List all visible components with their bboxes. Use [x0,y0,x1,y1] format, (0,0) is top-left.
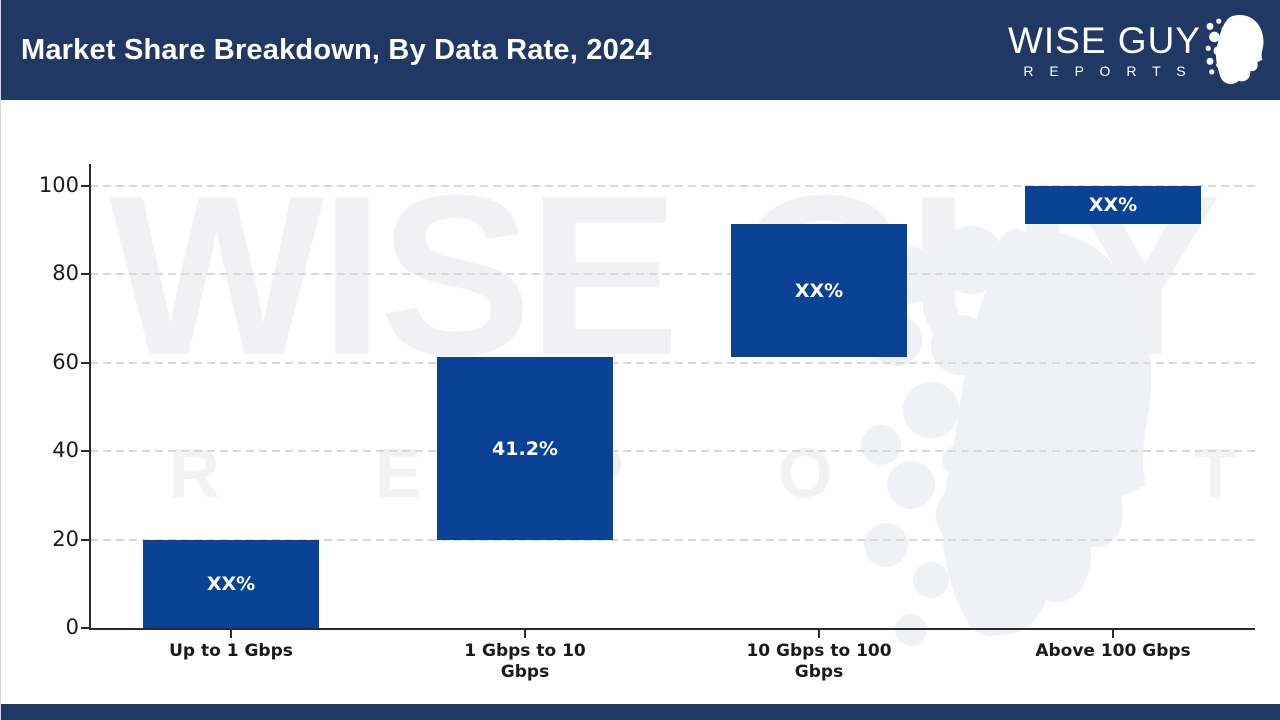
chart-area: WISE GUY R E P O R T S 020406080100XX%Up… [1,100,1280,704]
y-tick-mark [81,273,89,276]
logo-line1: WISE GUY [1007,20,1201,61]
bar-value-label: 41.2% [492,437,558,460]
x-category-label: Up to 1 Gbps [169,641,293,661]
bar-4: XX% [1025,186,1201,224]
y-tick-label: 80 [52,261,79,286]
wiseguy-logo-text: WISE GUY R E P O R T S [1008,22,1201,78]
footer-bar [1,704,1280,720]
x-category-label: Above 100 Gbps [1035,641,1191,661]
y-axis-spine [89,164,91,630]
gridline-20 [90,538,1256,541]
logo-line2: R E P O R T S [1023,63,1192,79]
y-tick-label: 100 [38,173,79,197]
x-category-label: 10 Gbps to 100 Gbps [746,641,892,683]
x-axis-spine [89,628,1255,630]
gridline-100 [90,185,1256,187]
gridline-60 [90,361,1256,364]
y-tick-mark [81,538,89,541]
bar-3: XX% [731,224,907,358]
bar-value-label: XX% [1088,194,1138,216]
y-tick-mark [81,361,89,364]
y-tick-label: 0 [65,615,79,639]
y-tick-label: 60 [52,349,79,374]
wiseguy-logo-head-icon [1205,14,1264,85]
page-title: Market Share Breakdown, By Data Rate, 20… [21,33,652,66]
bar-2: 41.2% [437,357,613,540]
x-tick-mark [230,630,232,638]
gridline-80 [90,273,1256,276]
x-tick-mark [818,630,820,638]
y-tick-mark [81,627,89,629]
bar-value-label: XX% [206,572,256,595]
bar-1: XX% [143,539,319,628]
gridline-40 [90,450,1256,453]
y-tick-label: 40 [52,438,79,463]
x-tick-mark [524,630,526,638]
x-tick-mark [1112,630,1114,638]
y-tick-mark [81,185,89,187]
y-tick-label: 20 [52,526,79,551]
y-tick-mark [81,450,89,453]
header-bar: Market Share Breakdown, By Data Rate, 20… [1,0,1280,100]
bar-value-label: XX% [794,279,844,302]
x-category-label: 1 Gbps to 10 Gbps [464,641,586,683]
wiseguy-logo: WISE GUY R E P O R T S [1008,6,1273,94]
